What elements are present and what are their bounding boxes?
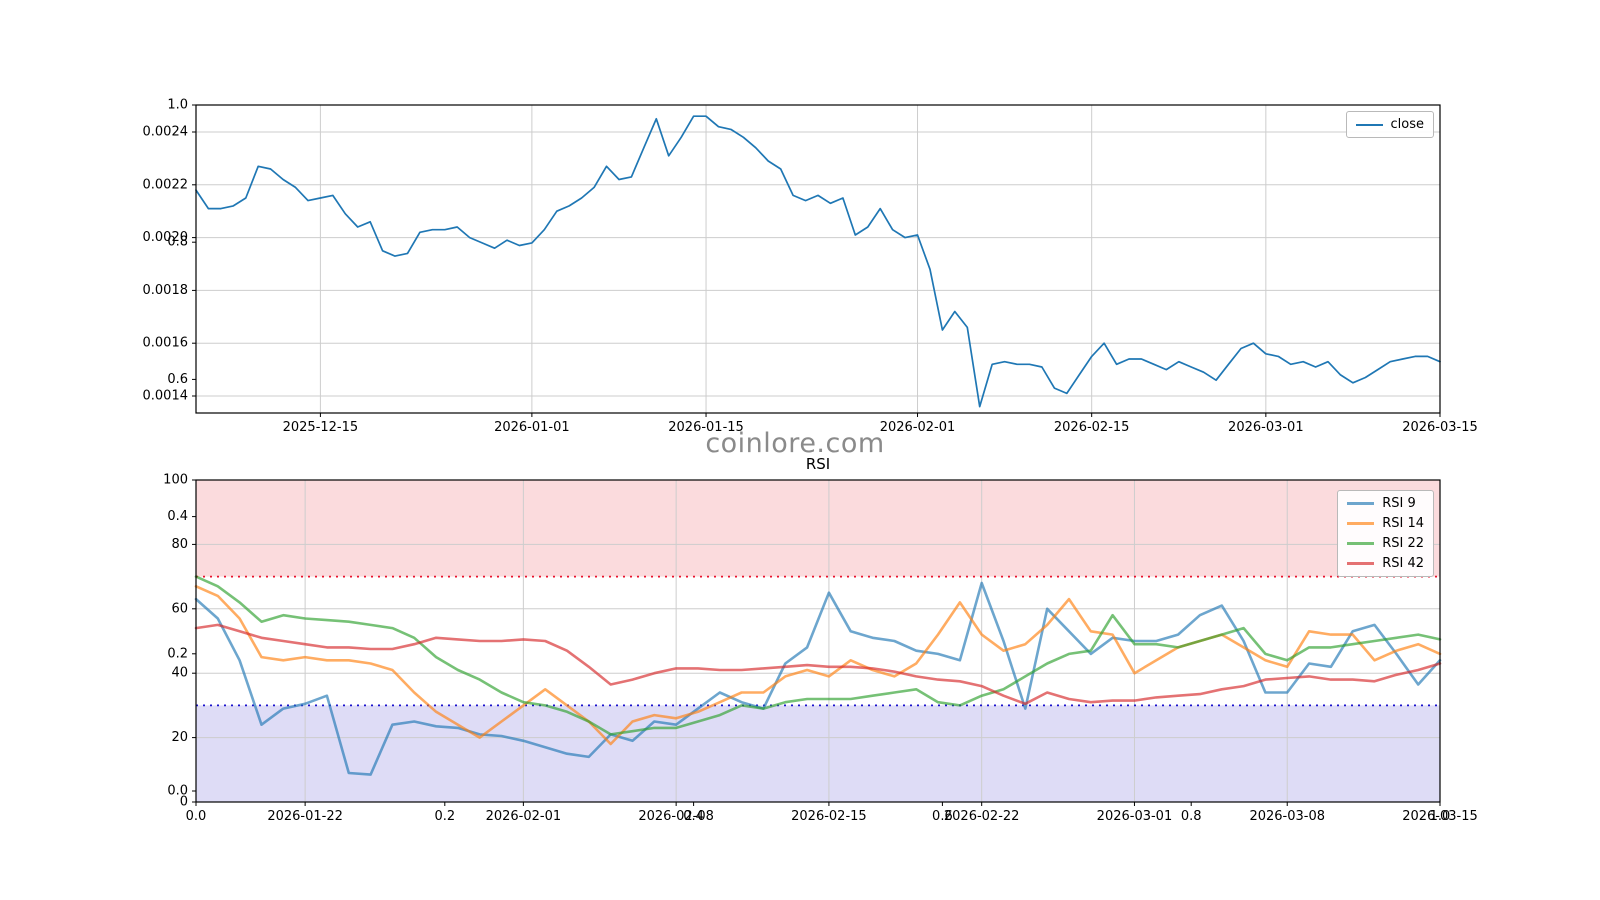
rsi14-legend-label: RSI 14 — [1382, 516, 1424, 531]
rsi-42-line — [194, 623, 1442, 706]
close-line — [195, 115, 1441, 408]
svg-text:80: 80 — [171, 537, 188, 552]
svg-text:2026-01-22: 2026-01-22 — [267, 809, 343, 824]
svg-text:0.0014: 0.0014 — [143, 389, 189, 404]
svg-text:0.4: 0.4 — [683, 809, 704, 824]
close-legend-label: close — [1390, 117, 1424, 132]
svg-text:0.0022: 0.0022 — [143, 177, 189, 192]
rsi-22-line — [194, 575, 1442, 736]
svg-text:0.8: 0.8 — [167, 235, 188, 250]
svg-text:2026-02-15: 2026-02-15 — [1054, 420, 1130, 435]
rsi-legend-row: RSI 42 — [1347, 556, 1424, 571]
svg-text:0.6: 0.6 — [167, 372, 188, 387]
rsi22-legend-label: RSI 22 — [1382, 536, 1424, 551]
svg-text:0.0024: 0.0024 — [143, 125, 189, 140]
svg-text:2026-02-15: 2026-02-15 — [791, 809, 867, 824]
rsi-chart-title: RSI — [805, 455, 831, 473]
svg-text:0.0018: 0.0018 — [143, 283, 189, 298]
svg-text:0.6: 0.6 — [932, 809, 953, 824]
svg-text:2026-03-15: 2026-03-15 — [1402, 809, 1478, 824]
price-panel: 0.0024 0.0022 0.0020 0.0018 0.0016 0.0014 2025… — [143, 104, 1478, 435]
svg-text:1.0: 1.0 — [1430, 809, 1451, 824]
svg-text:0.8: 0.8 — [1181, 809, 1202, 824]
rsi-panel-band — [196, 480, 1440, 577]
overlay-axis-labels: 1.0 0.8 0.6 0.4 0.2 0.0 0.0 0.2 0.4 0.6 0.8 1.0 — [167, 98, 1450, 825]
svg-text:40: 40 — [171, 666, 188, 681]
svg-text:0: 0 — [180, 795, 188, 810]
svg-text:2026-02-01: 2026-02-01 — [486, 809, 562, 824]
svg-text:2026-03-01: 2026-03-01 — [1097, 809, 1173, 824]
rsi-14-line — [194, 584, 1442, 746]
svg-text:2026-03-15: 2026-03-15 — [1402, 420, 1478, 435]
svg-text:60: 60 — [171, 601, 188, 616]
close-legend: close — [1345, 111, 1434, 138]
rsi-panel: 100 80 60 40 20 0 2026-01-22 2026-02-01 2026-02-… — [163, 473, 1478, 825]
svg-text:0.0: 0.0 — [167, 784, 188, 799]
svg-text:0.2: 0.2 — [434, 809, 455, 824]
rsi22-line-swatch — [1347, 542, 1375, 545]
svg-text:0.0016: 0.0016 — [143, 336, 189, 351]
svg-text:1.0: 1.0 — [167, 98, 188, 113]
rsi9-line-swatch — [1347, 502, 1375, 505]
svg-text:2026-03-08: 2026-03-08 — [1249, 809, 1325, 824]
rsi-legend-row: RSI 22 — [1347, 536, 1424, 551]
svg-text:2026-02-01: 2026-02-01 — [880, 420, 956, 435]
svg-text:0.0: 0.0 — [186, 809, 207, 824]
svg-text:0.0020: 0.0020 — [143, 230, 189, 245]
svg-text:2025-12-15: 2025-12-15 — [283, 420, 359, 435]
rsi9-legend-label: RSI 9 — [1382, 496, 1416, 511]
rsi42-line-swatch — [1347, 562, 1375, 565]
rsi42-legend-label: RSI 42 — [1382, 556, 1424, 571]
close-legend-row: close — [1355, 117, 1424, 132]
rsi-9-line — [194, 581, 1442, 776]
svg-text:2026-01-15: 2026-01-15 — [668, 420, 744, 435]
rsi-legend-row: RSI 14 — [1347, 516, 1424, 531]
svg-text:0.2: 0.2 — [167, 646, 188, 661]
rsi-legend-row: RSI 9 — [1347, 496, 1424, 511]
svg-text:2026-02-08: 2026-02-08 — [638, 809, 714, 824]
svg-text:2026-03-01: 2026-03-01 — [1228, 420, 1304, 435]
svg-text:20: 20 — [171, 730, 188, 745]
rsi-panel-band — [196, 705, 1440, 802]
svg-text:2026-02-22: 2026-02-22 — [944, 809, 1020, 824]
rsi14-line-swatch — [1347, 522, 1375, 525]
close-line-swatch — [1355, 123, 1383, 126]
svg-text:100: 100 — [163, 473, 188, 488]
svg-text:2026-01-01: 2026-01-01 — [494, 420, 570, 435]
svg-text:0.4: 0.4 — [167, 509, 188, 524]
rsi-legend: RSI 9 RSI 14 RSI 22 RSI 42 — [1337, 490, 1434, 577]
watermark-text: coinlore.com — [705, 428, 885, 459]
